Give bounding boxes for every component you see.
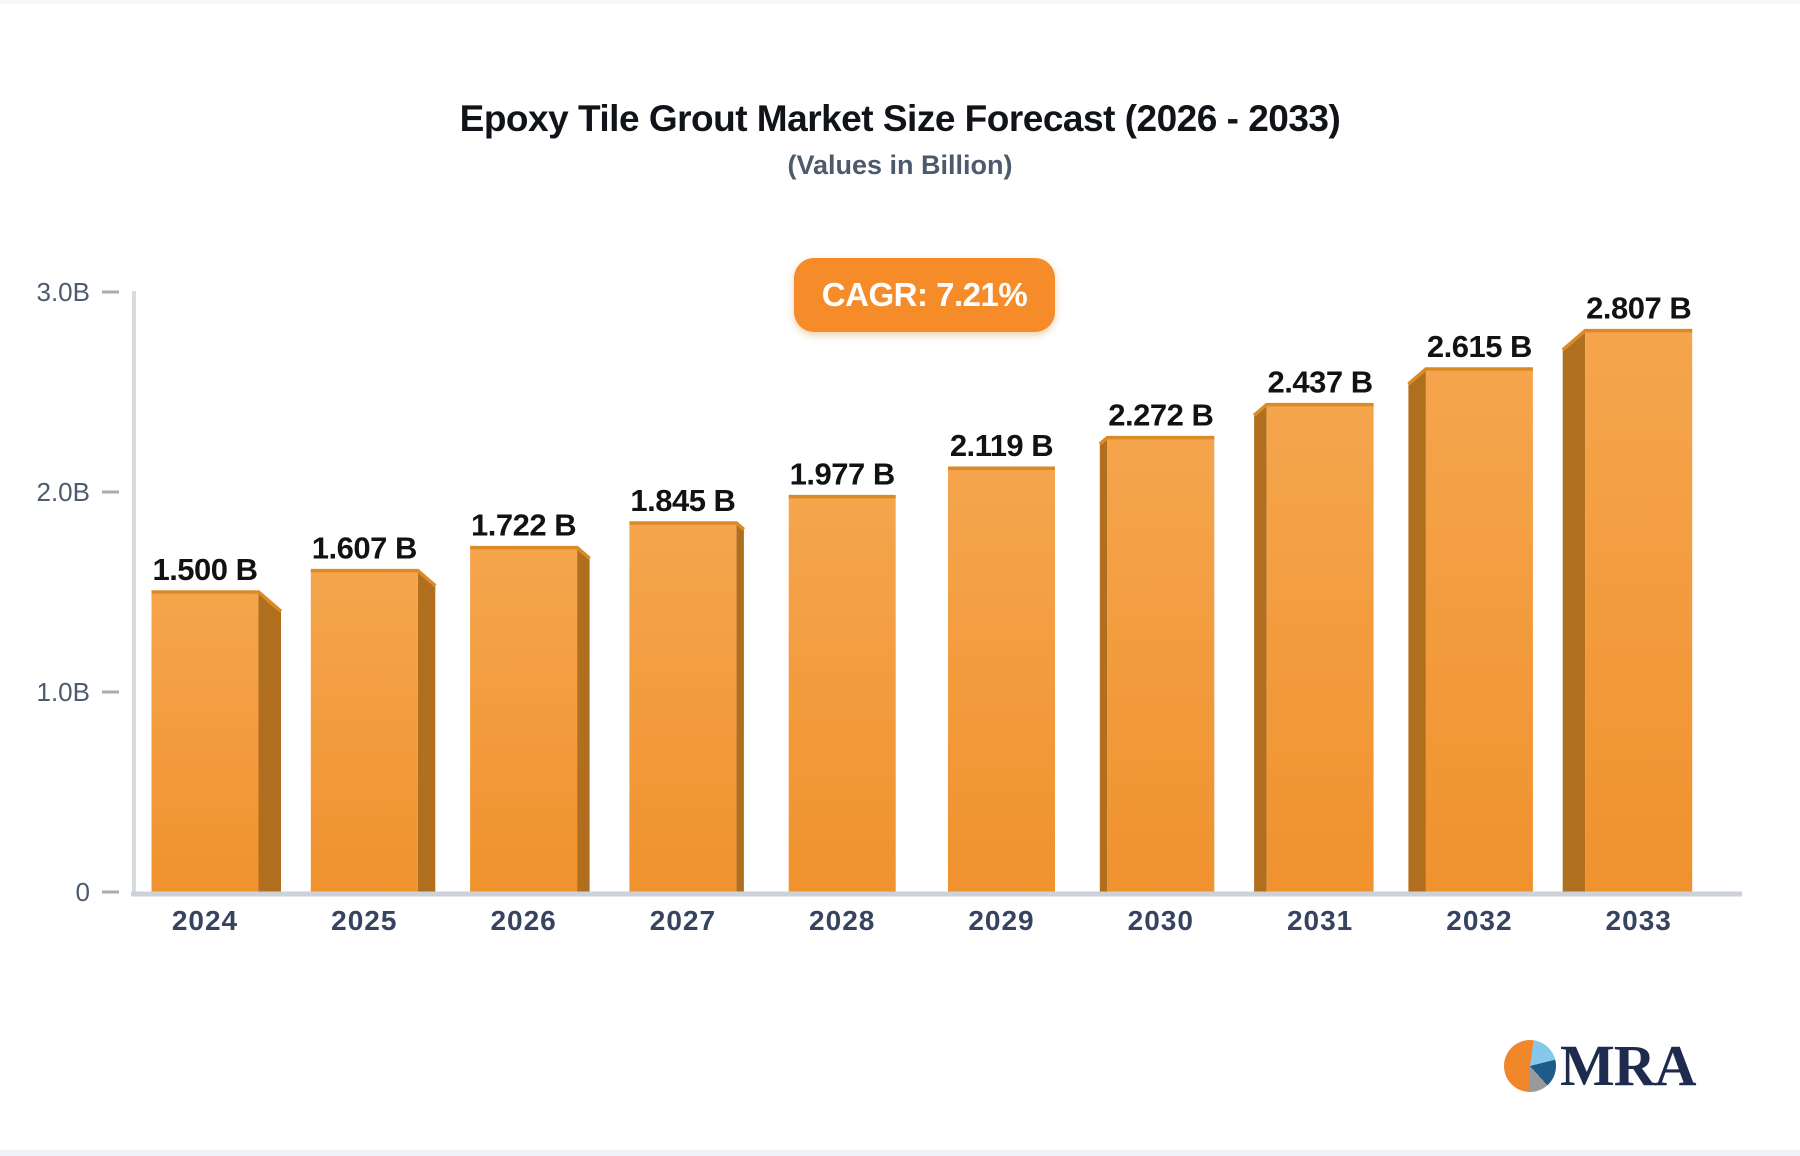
value-label-2030: 2.272 B <box>1108 398 1213 433</box>
bar-group-2033 <box>1561 328 1693 893</box>
bar-front-2033 <box>1585 330 1693 893</box>
chart-subtitle: (Values in Billion) <box>787 150 1013 180</box>
bar-chart: 0 1.0B 2.0B 3.0B 1.500 B 2024 1.607 B 2025 1.72… <box>37 277 1742 936</box>
mra-logo-text: MRA <box>1560 1033 1697 1098</box>
bar-front-2024 <box>151 592 259 892</box>
bar-top-edge-2025 <box>310 568 437 587</box>
y-axis: 0 1.0B 2.0B 3.0B <box>37 277 136 907</box>
bar-side-2031 <box>1254 404 1267 892</box>
bar-front-2026 <box>470 547 578 892</box>
bar-front-2032 <box>1425 369 1533 892</box>
bar-group-2024 <box>151 590 283 892</box>
bar-top-edge-2027 <box>629 521 746 531</box>
value-label-2025: 1.607 B <box>312 531 417 566</box>
bar-side-2030 <box>1099 437 1108 892</box>
bar-side-2025 <box>417 570 436 892</box>
bar-group-2031 <box>1252 402 1374 892</box>
bar-group-2025 <box>310 568 437 892</box>
value-label-2031: 2.437 B <box>1268 365 1373 400</box>
bar-front-2031 <box>1266 404 1374 892</box>
value-label-2029: 2.119 B <box>950 428 1053 463</box>
bar-group-2028 <box>788 494 896 892</box>
bar-side-2027 <box>736 523 744 892</box>
category-label-2032: 2032 <box>1446 905 1512 936</box>
category-label-2033: 2033 <box>1606 905 1672 936</box>
category-label-2029: 2029 <box>968 905 1034 936</box>
category-label-2028: 2028 <box>809 905 875 936</box>
y-tick-label-3.0B: 3.0B <box>37 277 91 307</box>
bar-group-2030 <box>1098 435 1215 892</box>
mra-logo: MRA <box>1504 1033 1697 1098</box>
category-label-2027: 2027 <box>650 905 716 936</box>
value-label-2028: 1.977 B <box>790 457 895 492</box>
y-tick-label-1.0B: 1.0B <box>37 677 91 707</box>
bar-top-edge-2026 <box>470 545 591 560</box>
chart-labels: 1.500 B 2024 1.607 B 2025 1.722 B 2026 1.845 B… <box>152 291 1691 936</box>
category-label-2031: 2031 <box>1287 905 1353 936</box>
category-label-2024: 2024 <box>172 905 238 936</box>
value-label-2026: 1.722 B <box>471 508 576 543</box>
bar-group-2027 <box>629 521 746 892</box>
value-label-2024: 1.500 B <box>152 552 257 587</box>
bar-top-edge-2032 <box>1407 367 1533 386</box>
cagr-badge: CAGR: 7.21% <box>794 258 1055 332</box>
bar-front-2025 <box>310 570 418 892</box>
bar-front-2030 <box>1107 437 1215 892</box>
bar-group-2029 <box>948 466 1055 892</box>
category-label-2026: 2026 <box>490 905 556 936</box>
bar-top-edge-2030 <box>1098 435 1215 446</box>
category-label-2025: 2025 <box>331 905 397 936</box>
y-tick-label-2.0B: 2.0B <box>37 477 91 507</box>
category-label-2030: 2030 <box>1128 905 1194 936</box>
mra-logo-pie-icon <box>1504 1040 1556 1092</box>
bar-front-2029 <box>948 468 1055 892</box>
value-label-2032: 2.615 B <box>1427 329 1532 364</box>
bar-side-2026 <box>577 547 590 892</box>
bar-group-2026 <box>470 545 591 892</box>
y-tick-label-0: 0 <box>76 877 90 907</box>
chart-title: Epoxy Tile Grout Market Size Forecast (2… <box>459 98 1341 139</box>
bar-side-2024 <box>258 592 281 892</box>
bar-side-2032 <box>1408 369 1426 892</box>
bar-front-2028 <box>788 496 896 892</box>
bars <box>151 328 1693 893</box>
value-label-2033: 2.807 B <box>1586 291 1691 326</box>
bar-top-edge-2024 <box>151 590 283 613</box>
bar-top-edge-2033 <box>1561 328 1693 352</box>
bar-side-2033 <box>1562 330 1586 893</box>
bar-front-2027 <box>629 523 737 892</box>
bar-group-2032 <box>1407 367 1533 892</box>
bar-top-edge-2031 <box>1252 402 1374 417</box>
value-label-2027: 1.845 B <box>630 483 735 518</box>
